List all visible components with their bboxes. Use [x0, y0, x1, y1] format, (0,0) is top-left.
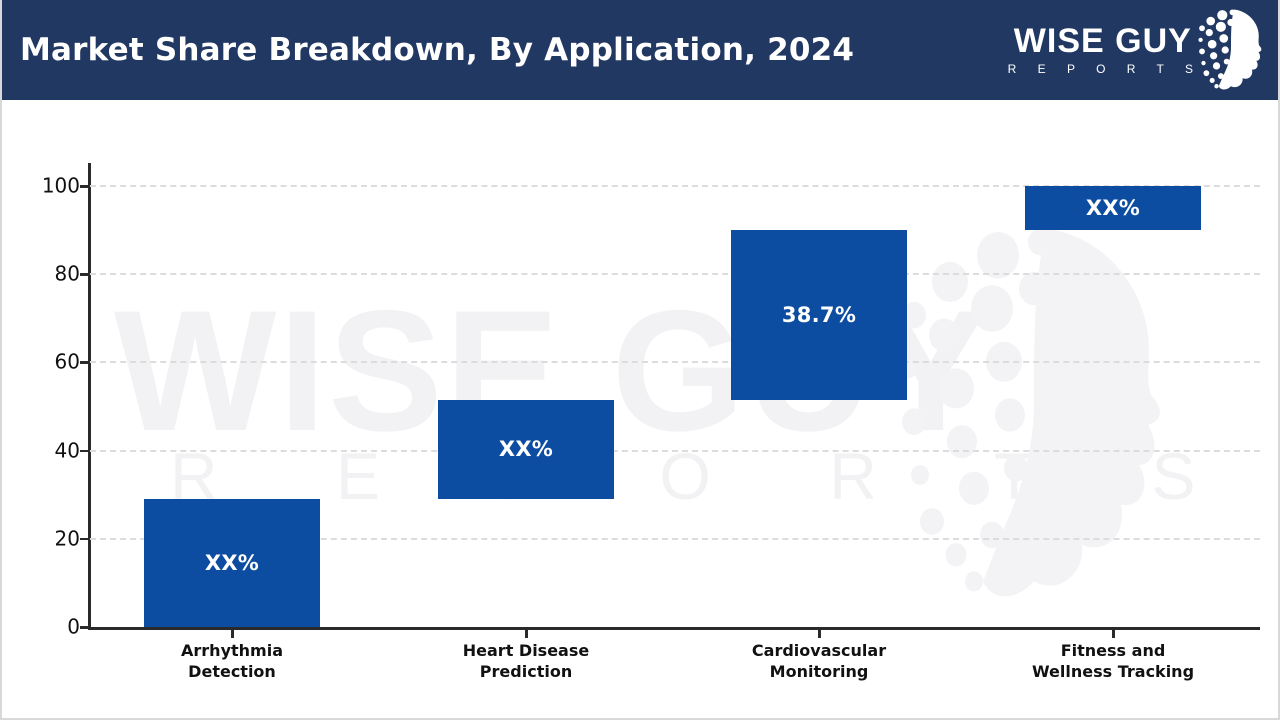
gridline: [90, 273, 1260, 276]
bar-value-label: XX%: [498, 437, 554, 462]
brand-name: WISE GUY: [1013, 22, 1192, 61]
y-axis-line: [88, 163, 91, 629]
y-tick-label: 60: [54, 349, 80, 374]
bar-segment: XX%: [438, 400, 614, 499]
gridline: [90, 537, 1260, 540]
plot-area: WISE GUY R E P O R T S 0 20 40 60 80 100 XX% Ar…: [2, 100, 1278, 718]
category-label: Arrhythmia Detection: [181, 641, 283, 681]
brand-logo: WISE GUY R E P O R T S: [1004, 6, 1270, 94]
page-title: Market Share Breakdown, By Application, …: [20, 32, 855, 68]
x-tick: [818, 629, 821, 638]
gridline: [90, 449, 1260, 452]
y-tick: [80, 185, 89, 188]
category-label: Cardiovascular Monitoring: [751, 641, 887, 681]
bar-segment: XX%: [144, 498, 320, 627]
watermark-face-icon: [899, 228, 1160, 597]
y-tick-label: 0: [67, 614, 80, 639]
x-tick: [1112, 629, 1115, 638]
bar-segment: XX%: [1025, 186, 1201, 230]
y-tick: [80, 449, 89, 453]
gridline: [90, 185, 1260, 187]
brand-logo-text: WISE GUY R E P O R T S: [1004, 22, 1202, 76]
y-tick-label: 80: [54, 261, 80, 286]
brand-subname: R E P O R T S: [1007, 61, 1202, 76]
y-tick: [80, 361, 89, 364]
x-tick: [525, 629, 528, 638]
bar-value-label: XX%: [1085, 195, 1141, 220]
x-axis-line: [88, 627, 1260, 630]
header-bar: Market Share Breakdown, By Application, …: [2, 0, 1278, 100]
bar-value-label: 38.7%: [781, 302, 857, 327]
y-tick-label: 100: [41, 173, 80, 198]
face-dots-icon: [1198, 9, 1262, 90]
category-label: Heart Disease Prediction: [462, 641, 590, 681]
category-label: Fitness and Wellness Tracking: [1031, 641, 1195, 681]
y-tick-label: 20: [54, 526, 80, 551]
y-tick: [80, 273, 89, 276]
bar-segment: 38.7%: [731, 229, 907, 401]
x-tick: [231, 629, 234, 638]
y-tick: [80, 626, 89, 629]
bar-value-label: XX%: [204, 550, 260, 575]
y-tick: [80, 537, 89, 541]
gridline: [90, 361, 1260, 364]
y-tick-label: 40: [54, 438, 80, 463]
